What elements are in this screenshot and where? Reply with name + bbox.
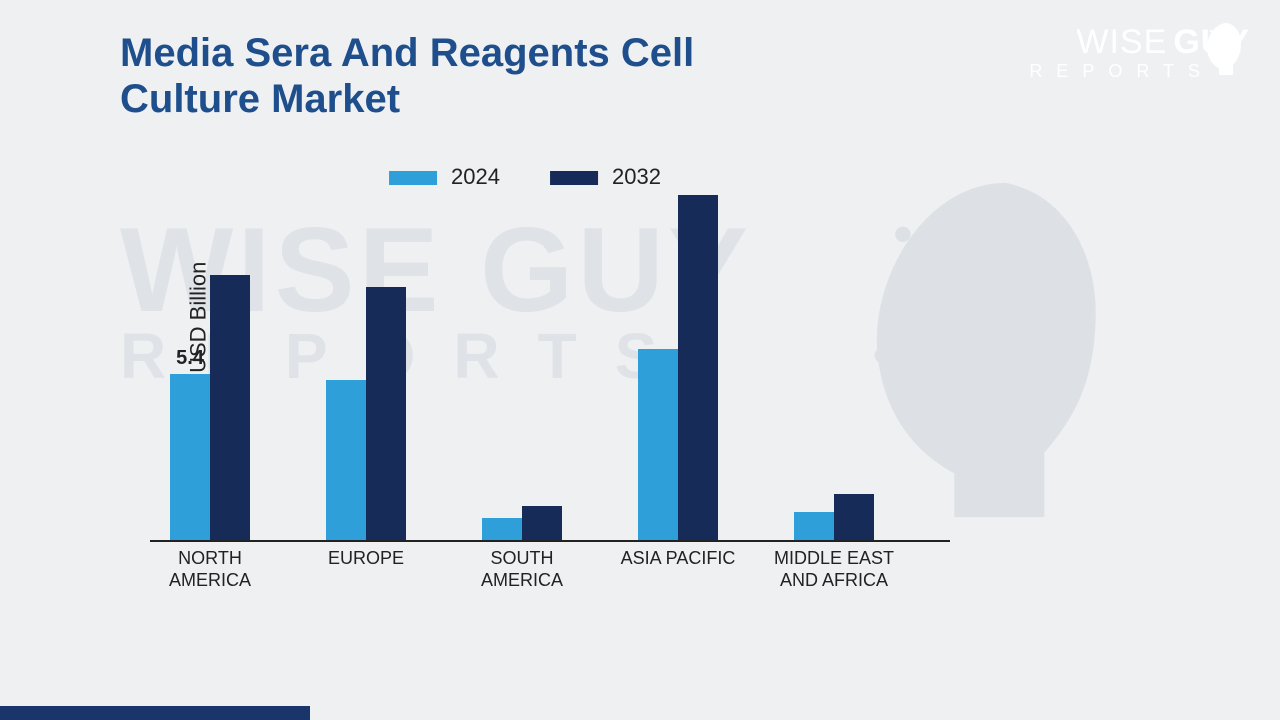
- category-label: NORTH AMERICA: [140, 548, 280, 591]
- bar-2024: [170, 374, 210, 541]
- category-label: EUROPE: [296, 548, 436, 570]
- brand-logo: WISEGUY REPORTS: [990, 25, 1250, 82]
- bar-2032: [210, 275, 250, 540]
- category-label: MIDDLE EAST AND AFRICA: [764, 548, 904, 591]
- bar-2032: [366, 287, 406, 540]
- bar-2032: [678, 195, 718, 540]
- plot-area: 5.4NORTH AMERICA EUROPE SOUTH AMERICA ASIA …: [150, 170, 950, 542]
- category-label: SOUTH AMERICA: [452, 548, 592, 591]
- brand-head-icon: [1202, 21, 1244, 77]
- bar-2032: [834, 494, 874, 540]
- bar-group: SOUTH AMERICA: [462, 506, 582, 540]
- category-label: ASIA PACIFIC: [608, 548, 748, 570]
- bar-2024: [482, 518, 522, 540]
- bar-value-label: 5.4: [176, 347, 204, 370]
- bar-group: MIDDLE EAST AND AFRICA: [774, 494, 894, 540]
- bar-group: EUROPE: [306, 287, 426, 540]
- bar-2032: [522, 506, 562, 540]
- chart-container: Market Size in USD Billion 2024 2032 5.4…: [100, 170, 950, 610]
- bar-2024: [326, 380, 366, 540]
- bar-group: ASIA PACIFIC: [618, 195, 738, 540]
- bottom-accent-bar: [0, 706, 310, 720]
- chart-title: Media Sera And Reagents Cell Culture Mar…: [120, 30, 800, 122]
- page-root: WISE GUY REPORTS WISEGUY REPOR: [0, 0, 1280, 720]
- bar-2024: [794, 512, 834, 540]
- bar-2024: [638, 349, 678, 540]
- brand-line1-a: WISE: [1076, 23, 1167, 61]
- bar-group: 5.4NORTH AMERICA: [150, 275, 270, 540]
